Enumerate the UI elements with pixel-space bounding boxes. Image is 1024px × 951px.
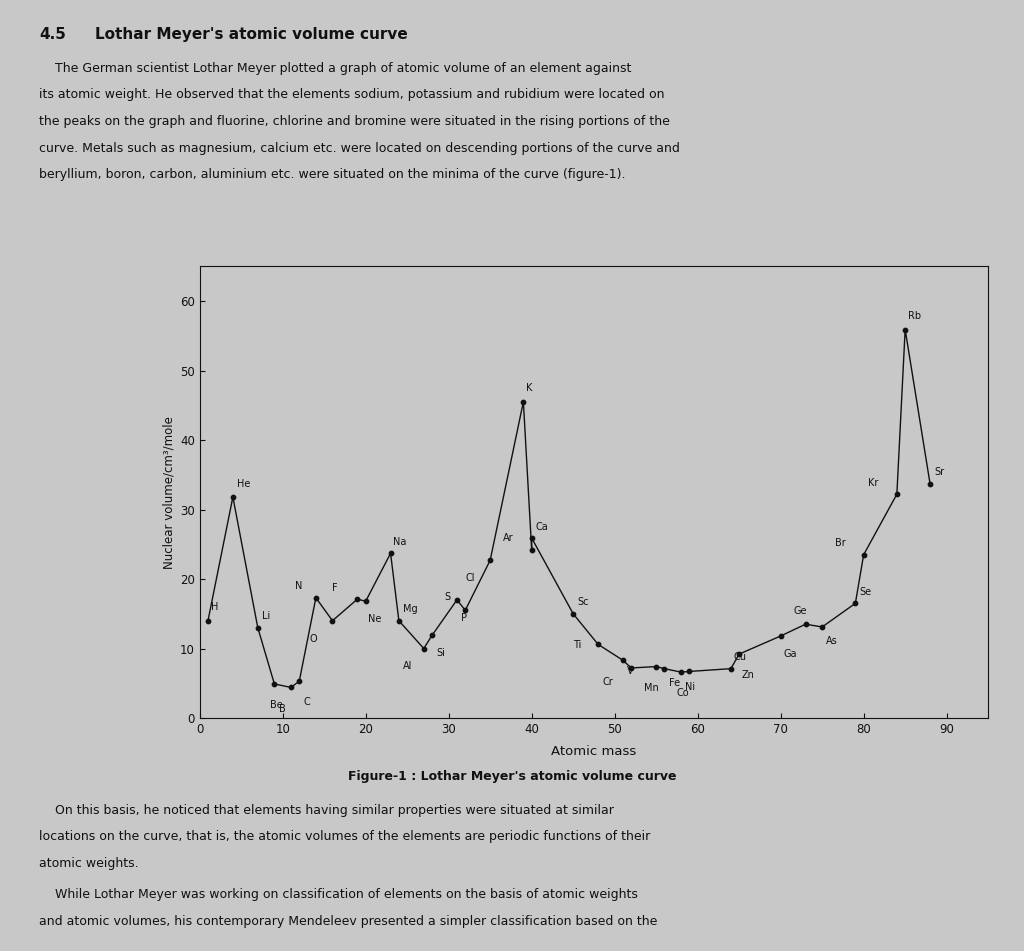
Point [391,613,408,629]
Text: locations on the curve, that is, the atomic volumes of the elements are periodic: locations on the curve, that is, the ato… [39,830,650,844]
Text: Kr: Kr [867,478,879,488]
Text: Co: Co [677,688,689,698]
Point [382,546,398,561]
Text: B: B [279,704,286,714]
Point [515,394,531,409]
Point [523,542,540,557]
Point [283,680,299,695]
Text: He: He [237,478,251,489]
Point [266,676,283,691]
Point [847,595,863,611]
Point [224,490,241,505]
Point [590,637,606,652]
Text: Ca: Ca [536,522,549,532]
Point [656,661,673,676]
Point [523,531,540,546]
Point [889,487,905,502]
Text: curve. Metals such as magnesium, calcium etc. were located on descending portion: curve. Metals such as magnesium, calcium… [39,142,680,155]
Text: Zn: Zn [741,670,755,680]
Point [349,592,366,607]
Text: atomic weights.: atomic weights. [39,857,138,870]
Point [565,606,582,621]
Text: As: As [826,636,838,647]
Text: Mg: Mg [403,605,418,614]
Text: Br: Br [835,538,846,549]
Text: the peaks on the graph and fluorine, chlorine and bromine were situated in the r: the peaks on the graph and fluorine, chl… [39,115,670,128]
Text: Cu: Cu [733,652,746,662]
Point [482,553,499,568]
Text: On this basis, he noticed that elements having similar properties were situated : On this basis, he noticed that elements … [39,804,613,817]
Text: Na: Na [393,537,407,547]
Point [648,659,665,674]
Text: P: P [461,612,467,623]
Point [614,652,631,668]
Text: The German scientist Lothar Meyer plotted a graph of atomic volume of an element: The German scientist Lothar Meyer plotte… [39,62,631,75]
Point [250,620,266,635]
Text: Cl: Cl [465,573,475,583]
Text: its atomic weight. He observed that the elements sodium, potassium and rubidium : its atomic weight. He observed that the … [39,88,665,102]
Point [897,321,913,337]
Y-axis label: Nuclear volume/cm³/mole: Nuclear volume/cm³/mole [163,416,176,569]
Text: Atomic mass: Atomic mass [551,745,637,758]
Point [623,660,639,675]
Text: C: C [303,697,310,708]
Text: Cr: Cr [602,677,613,688]
Text: Al: Al [403,661,413,671]
Point [291,673,307,689]
Text: Be: Be [270,700,283,710]
Point [424,628,440,643]
Text: O: O [309,633,316,644]
Text: N: N [295,581,302,592]
Text: S: S [444,592,451,602]
Point [416,641,432,656]
Point [673,665,689,680]
Text: F: F [333,583,338,592]
Point [723,661,739,676]
Text: Ni: Ni [685,682,695,691]
Text: Sr: Sr [934,468,944,477]
Text: Figure-1 : Lothar Meyer's atomic volume curve: Figure-1 : Lothar Meyer's atomic volume … [348,770,676,784]
Point [200,613,216,629]
Text: K: K [526,383,532,394]
Point [357,593,374,609]
Point [772,629,788,644]
Text: Ge: Ge [794,606,807,615]
Text: and atomic volumes, his contemporary Mendeleev presented a simpler classificatio: and atomic volumes, his contemporary Men… [39,915,657,928]
Text: Ga: Ga [783,649,797,659]
Text: Rb: Rb [907,311,921,321]
Text: Se: Se [859,587,871,597]
Text: Fe: Fe [669,678,680,688]
Text: V: V [627,667,634,676]
Text: Ti: Ti [573,640,582,650]
Text: While Lothar Meyer was working on classification of elements on the basis of ato: While Lothar Meyer was working on classi… [39,888,638,902]
Point [449,592,465,608]
Text: Si: Si [436,649,445,658]
Text: Sc: Sc [578,597,589,608]
Text: Li: Li [262,611,270,621]
Text: Ar: Ar [503,534,513,543]
Point [798,616,814,631]
Point [922,476,938,492]
Point [681,664,697,679]
Point [307,591,324,606]
Point [457,603,473,618]
Text: beryllium, boron, carbon, aluminium etc. were situated on the minima of the curv: beryllium, boron, carbon, aluminium etc.… [39,168,626,182]
Text: Lothar Meyer's atomic volume curve: Lothar Meyer's atomic volume curve [95,27,408,42]
Point [855,547,871,562]
Text: H: H [211,602,219,612]
Text: Mn: Mn [644,683,658,693]
Point [325,613,341,629]
Text: Ne: Ne [369,614,382,624]
Point [814,619,830,634]
Text: 4.5: 4.5 [39,27,66,42]
Point [731,647,748,662]
